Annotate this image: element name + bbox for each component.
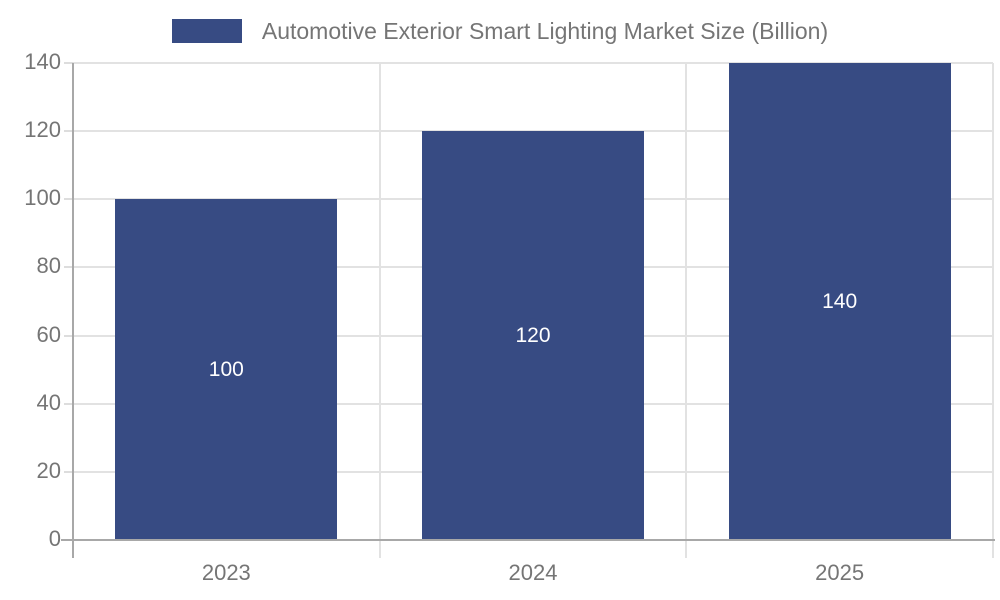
x-tick-label: 2024 — [508, 560, 558, 585]
y-tick-label: 60 — [36, 321, 61, 347]
legend-label: Automotive Exterior Smart Lighting Marke… — [261, 17, 829, 44]
category-separator — [992, 63, 994, 558]
bar-value-label: 120 — [515, 323, 551, 347]
legend-swatch-icon — [171, 19, 242, 43]
x-axis-line — [61, 539, 995, 541]
y-tick-label: 40 — [36, 389, 61, 415]
y-axis-line — [72, 63, 74, 558]
bar[interactable]: 140 — [728, 63, 951, 540]
bar-value-label: 140 — [822, 289, 858, 313]
x-tick-label: 2025 — [815, 560, 865, 585]
category-separator — [685, 63, 688, 558]
bar[interactable]: 100 — [115, 199, 338, 540]
chart-legend[interactable]: Automotive Exterior Smart Lighting Marke… — [0, 14, 1000, 48]
y-axis-tick — [64, 130, 73, 133]
y-axis-tick — [64, 334, 73, 337]
y-axis-tick — [64, 62, 73, 64]
y-tick-label: 0 — [48, 526, 61, 551]
bar-value-label: 100 — [208, 357, 244, 381]
y-tick-label: 140 — [24, 49, 61, 74]
bar[interactable]: 120 — [422, 131, 644, 540]
y-axis-tick — [64, 198, 73, 201]
y-tick-label: 80 — [36, 253, 61, 279]
y-axis-tick — [64, 266, 73, 269]
category-separator — [378, 63, 381, 558]
x-tick-label: 2023 — [201, 560, 251, 585]
y-axis-tick — [64, 470, 73, 473]
y-tick-label: 100 — [24, 185, 61, 211]
y-tick-label: 20 — [36, 457, 61, 483]
gridline — [73, 62, 993, 64]
y-axis-tick — [64, 402, 73, 405]
y-tick-label: 120 — [24, 117, 61, 143]
